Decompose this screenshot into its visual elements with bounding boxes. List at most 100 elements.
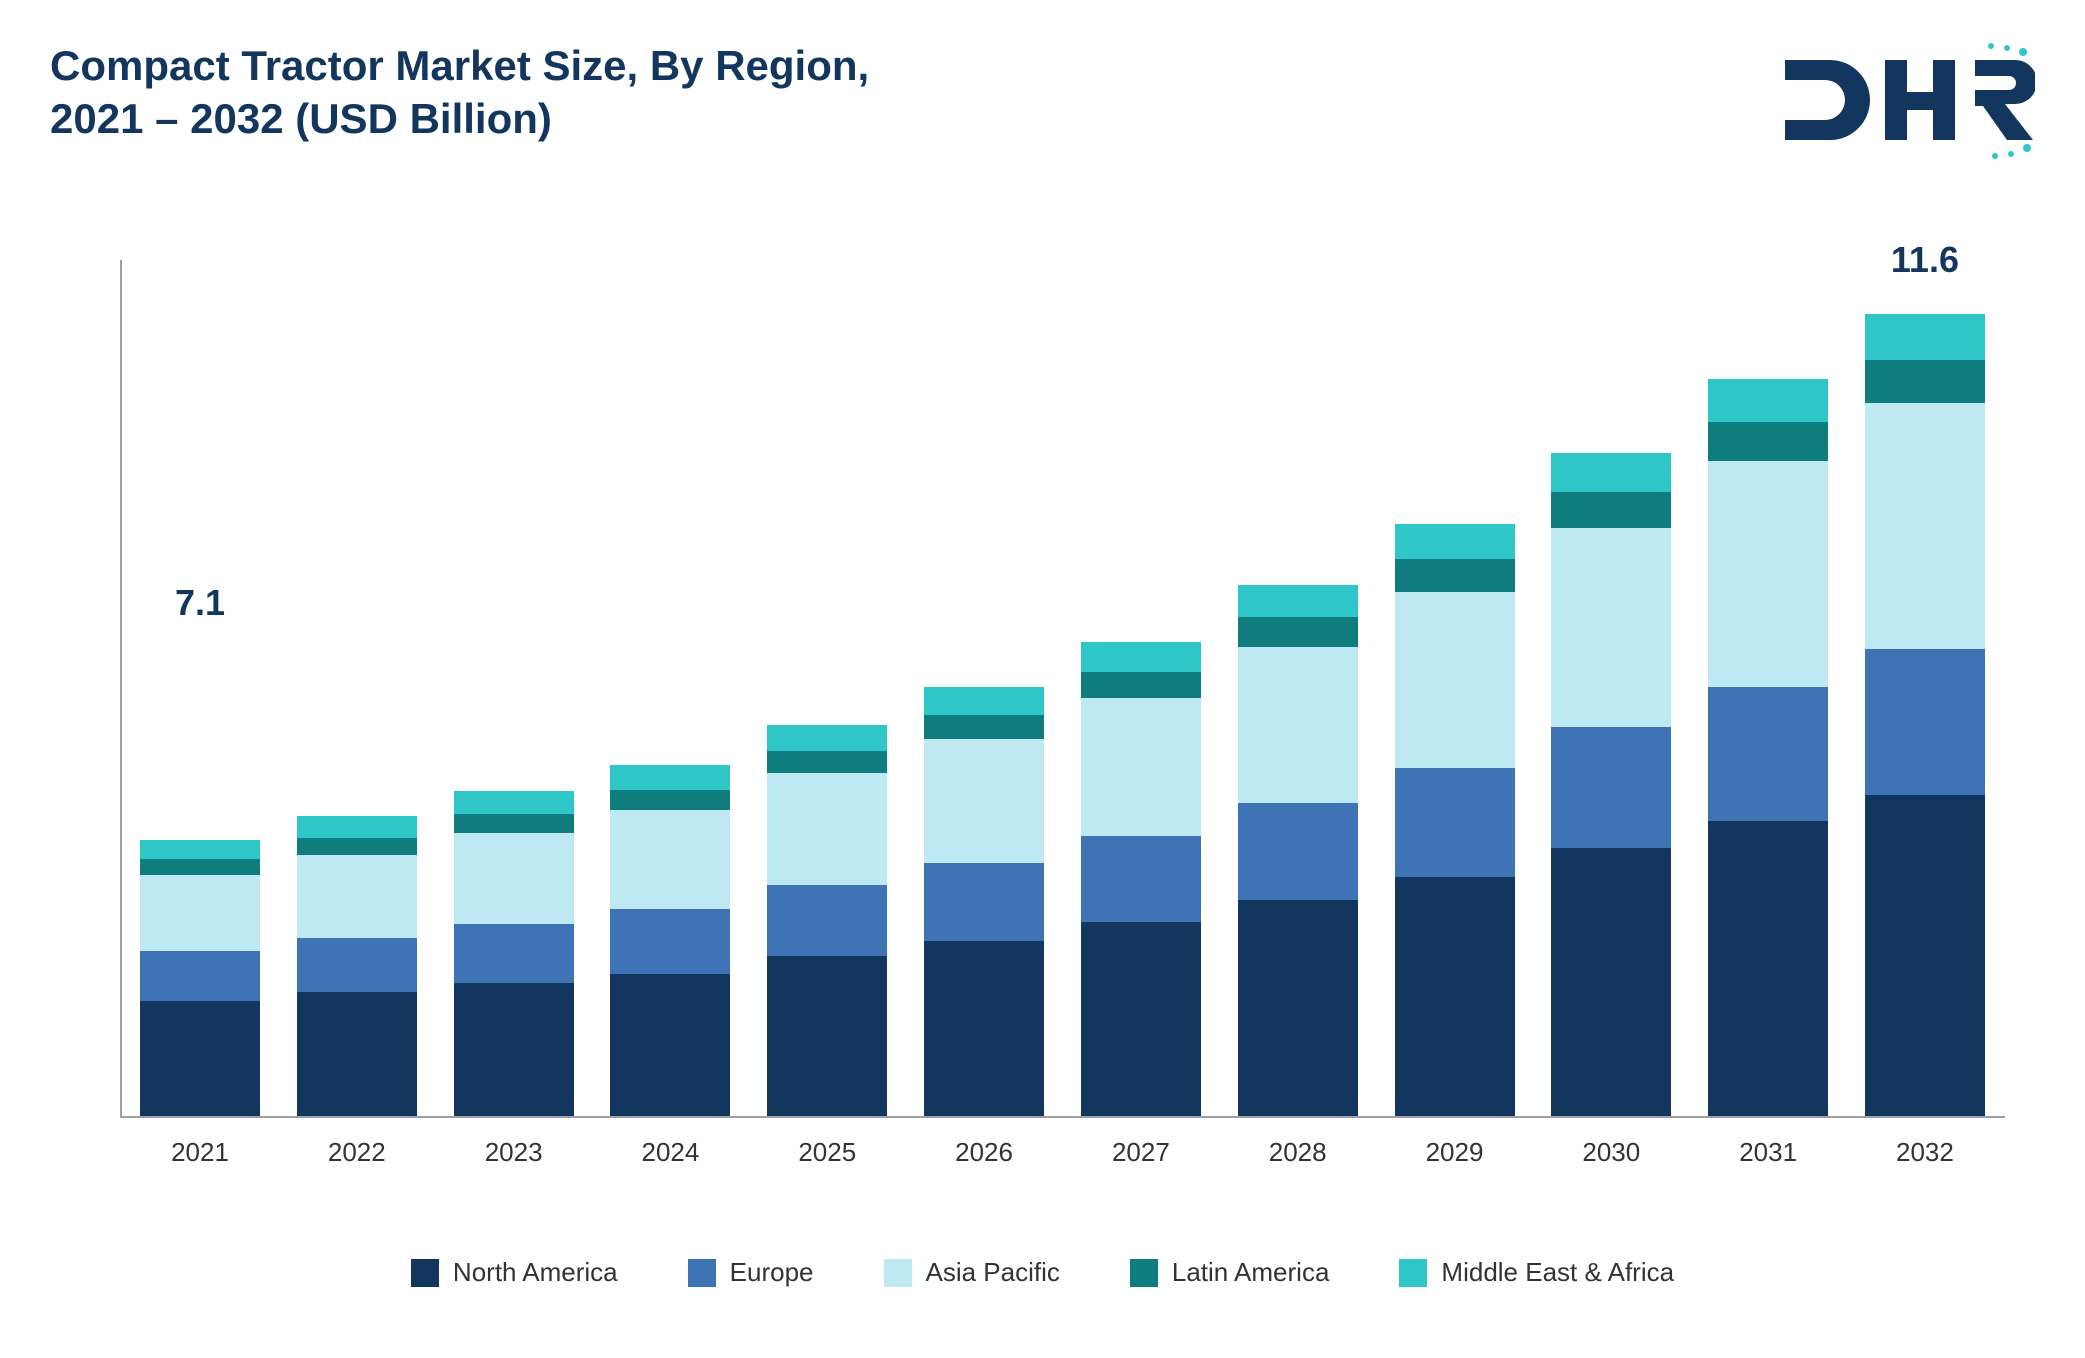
segment-north_america xyxy=(1708,821,1828,1117)
segment-asia_pacific xyxy=(1865,403,1985,648)
segment-latin_america xyxy=(767,751,887,773)
segment-asia_pacific xyxy=(610,810,730,909)
segment-north_america xyxy=(1081,922,1201,1116)
segment-mea xyxy=(1865,314,1985,360)
segment-europe xyxy=(140,951,260,1002)
segment-mea xyxy=(610,765,730,789)
segment-europe xyxy=(297,938,417,993)
segment-latin_america xyxy=(1081,672,1201,698)
x-tick-label: 2032 xyxy=(1865,1137,1985,1168)
segment-latin_america xyxy=(1395,559,1515,591)
x-tick-label: 2030 xyxy=(1551,1137,1671,1168)
x-axis-line xyxy=(120,1116,2005,1118)
segment-latin_america xyxy=(610,790,730,811)
legend-item-europe: Europe xyxy=(688,1257,814,1288)
segment-europe xyxy=(454,924,574,983)
bar-2028 xyxy=(1238,441,1358,1116)
segment-north_america xyxy=(767,956,887,1116)
segment-europe xyxy=(1551,727,1671,848)
legend-swatch xyxy=(884,1259,912,1287)
segment-latin_america xyxy=(454,814,574,833)
bar-2032: 11.6 xyxy=(1865,287,1985,1116)
x-tick-label: 2029 xyxy=(1395,1137,1515,1168)
segment-asia_pacific xyxy=(1708,461,1828,687)
segment-mea xyxy=(297,816,417,837)
legend-item-asia_pacific: Asia Pacific xyxy=(884,1257,1060,1288)
segment-north_america xyxy=(297,992,417,1116)
segment-europe xyxy=(767,885,887,957)
bar-2027 xyxy=(1081,479,1201,1116)
x-tick-label: 2031 xyxy=(1708,1137,1828,1168)
segment-asia_pacific xyxy=(1395,592,1515,769)
legend-label: Middle East & Africa xyxy=(1441,1257,1674,1288)
bar-2021: 7.1 xyxy=(140,630,260,1116)
legend-swatch xyxy=(1130,1259,1158,1287)
segment-asia_pacific xyxy=(767,773,887,884)
segment-asia_pacific xyxy=(140,875,260,951)
segment-latin_america xyxy=(140,859,260,875)
bar-2022 xyxy=(297,609,417,1116)
header: Compact Tractor Market Size, By Region, … xyxy=(50,40,2035,160)
x-tick-label: 2023 xyxy=(454,1137,574,1168)
segment-asia_pacific xyxy=(1551,528,1671,727)
segment-north_america xyxy=(140,1001,260,1116)
brand-logo xyxy=(1775,40,2035,160)
bar-2031 xyxy=(1708,322,1828,1116)
plot-area: 7.1 11.6 xyxy=(140,260,1985,1118)
legend-swatch xyxy=(411,1259,439,1287)
segment-mea xyxy=(1238,585,1358,617)
segment-europe xyxy=(1708,687,1828,820)
segment-europe xyxy=(610,909,730,974)
legend-item-latin_america: Latin America xyxy=(1130,1257,1330,1288)
segment-asia_pacific xyxy=(297,855,417,938)
value-label: 7.1 xyxy=(175,582,225,624)
segment-north_america xyxy=(924,941,1044,1116)
segment-latin_america xyxy=(297,838,417,855)
segment-north_america xyxy=(610,974,730,1116)
segment-mea xyxy=(454,791,574,814)
x-tick-label: 2021 xyxy=(140,1137,260,1168)
segment-asia_pacific xyxy=(1238,647,1358,803)
segment-europe xyxy=(1865,649,1985,795)
segment-europe xyxy=(924,863,1044,942)
value-label: 11.6 xyxy=(1891,239,1959,281)
segment-north_america xyxy=(1865,795,1985,1116)
y-axis-line xyxy=(120,260,122,1118)
legend-swatch xyxy=(688,1259,716,1287)
legend-label: Europe xyxy=(730,1257,814,1288)
bar-2023 xyxy=(454,589,574,1116)
legend-item-mea: Middle East & Africa xyxy=(1399,1257,1674,1288)
legend-item-north_america: North America xyxy=(411,1257,618,1288)
segment-asia_pacific xyxy=(924,739,1044,863)
x-tick-label: 2027 xyxy=(1081,1137,1201,1168)
x-tick-label: 2026 xyxy=(924,1137,1044,1168)
segment-mea xyxy=(140,840,260,859)
title-line-2: 2021 – 2032 (USD Billion) xyxy=(50,95,552,142)
x-tick-label: 2024 xyxy=(610,1137,730,1168)
segment-mea xyxy=(767,725,887,751)
bar-2030 xyxy=(1551,363,1671,1116)
legend-label: Asia Pacific xyxy=(926,1257,1060,1288)
segment-mea xyxy=(1395,524,1515,560)
x-tick-label: 2022 xyxy=(297,1137,417,1168)
segment-asia_pacific xyxy=(1081,698,1201,836)
segment-latin_america xyxy=(1708,422,1828,461)
x-tick-label: 2028 xyxy=(1238,1137,1358,1168)
x-axis-labels: 2021 2022 2023 2024 2025 2026 2027 2028 2029 2030… xyxy=(140,1137,1985,1168)
title-line-1: Compact Tractor Market Size, By Region, xyxy=(50,42,869,89)
segment-mea xyxy=(1081,642,1201,672)
bars-container: 7.1 11.6 xyxy=(140,260,1985,1116)
segment-mea xyxy=(1708,379,1828,422)
segment-asia_pacific xyxy=(454,833,574,924)
bar-2024 xyxy=(610,568,730,1116)
x-tick-label: 2025 xyxy=(767,1137,887,1168)
legend-label: North America xyxy=(453,1257,618,1288)
segment-north_america xyxy=(454,983,574,1116)
segment-north_america xyxy=(1551,848,1671,1116)
legend-swatch xyxy=(1399,1259,1427,1287)
bar-2025 xyxy=(767,537,887,1116)
segment-latin_america xyxy=(924,715,1044,739)
bar-2029 xyxy=(1395,404,1515,1116)
segment-europe xyxy=(1238,803,1358,900)
chart-title: Compact Tractor Market Size, By Region, … xyxy=(50,40,869,145)
